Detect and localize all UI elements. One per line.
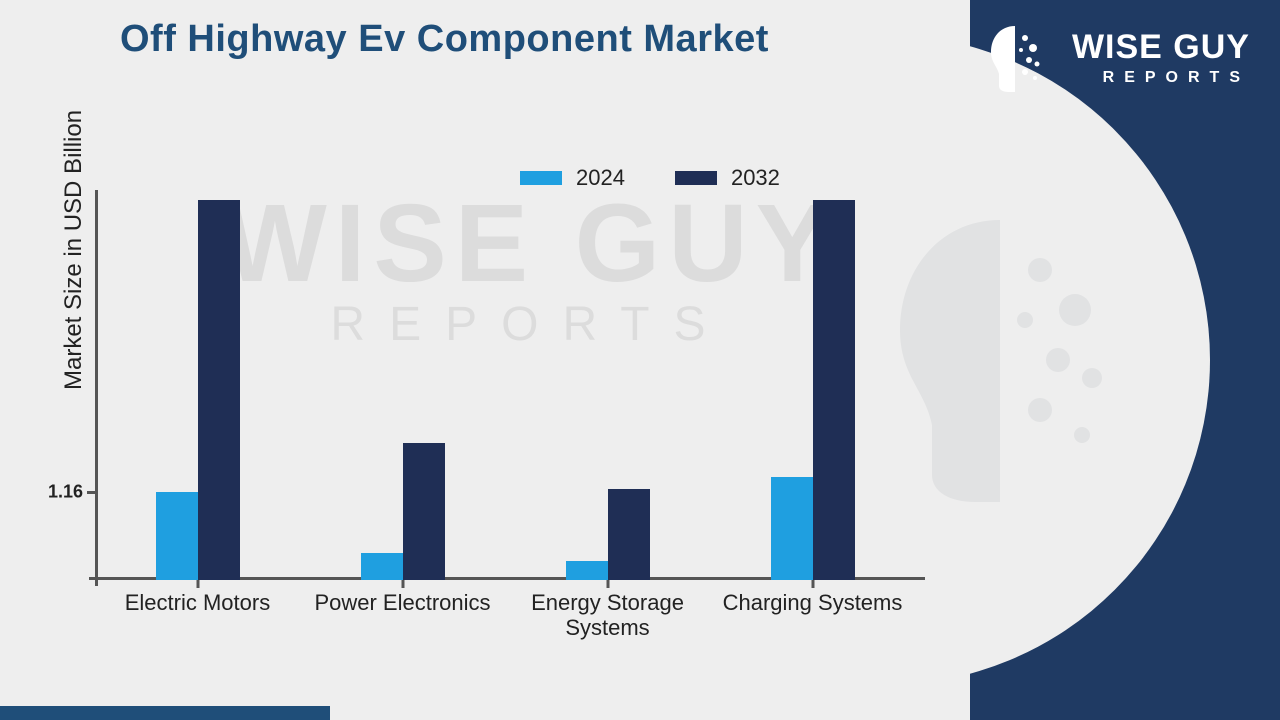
bar-2024 xyxy=(361,553,403,580)
plot: 1.16 Electric MotorsPower ElectronicsEne… xyxy=(95,200,915,580)
bar-2032 xyxy=(403,443,445,580)
bar-2032 xyxy=(813,200,855,580)
legend-item-2032: 2032 xyxy=(675,165,780,191)
chart-area: 1.16 Electric MotorsPower ElectronicsEne… xyxy=(95,200,915,580)
brand-logo-text: WISE GUY REPORTS xyxy=(1072,28,1250,87)
legend-label-2032: 2032 xyxy=(731,165,780,191)
bar-2032 xyxy=(608,489,650,580)
bar-2024 xyxy=(566,561,608,580)
y-axis-label: Market Size in USD Billion xyxy=(60,110,88,390)
x-tick xyxy=(401,580,404,588)
categories-container: Electric MotorsPower ElectronicsEnergy S… xyxy=(95,200,915,580)
category-group: Power Electronics xyxy=(300,200,505,580)
brand-line1: WISE GUY xyxy=(1072,28,1250,67)
stage: WISE GUY REPORTS WISE GUY REPORTS Off Hi… xyxy=(0,0,1280,720)
legend-item-2024: 2024 xyxy=(520,165,625,191)
category-label: Electric Motors xyxy=(108,590,288,615)
category-label: Power Electronics xyxy=(313,590,493,615)
category-label: Charging Systems xyxy=(723,590,903,615)
chart-title: Off Highway Ev Component Market xyxy=(120,18,769,61)
bar-2032 xyxy=(198,200,240,580)
footer-accent-bar xyxy=(0,706,330,720)
brand-line2: REPORTS xyxy=(1072,69,1250,87)
legend-swatch-2032 xyxy=(675,171,717,185)
category-group: Energy Storage Systems xyxy=(505,200,710,580)
legend-swatch-2024 xyxy=(520,171,562,185)
category-group: Charging Systems xyxy=(710,200,915,580)
x-tick xyxy=(196,580,199,588)
bar-2024 xyxy=(156,492,198,580)
circle-cutout xyxy=(970,35,1210,685)
category-label: Energy Storage Systems xyxy=(518,590,698,641)
chart-legend: 2024 2032 xyxy=(520,165,780,191)
brand-head-icon xyxy=(985,24,1045,99)
x-tick xyxy=(606,580,609,588)
x-tick xyxy=(811,580,814,588)
legend-label-2024: 2024 xyxy=(576,165,625,191)
y-tick-label: 1.16 xyxy=(48,481,83,502)
y-tick xyxy=(87,491,95,494)
category-group: Electric Motors xyxy=(95,200,300,580)
bar-2024 xyxy=(771,477,813,580)
right-brand-band xyxy=(970,0,1280,720)
